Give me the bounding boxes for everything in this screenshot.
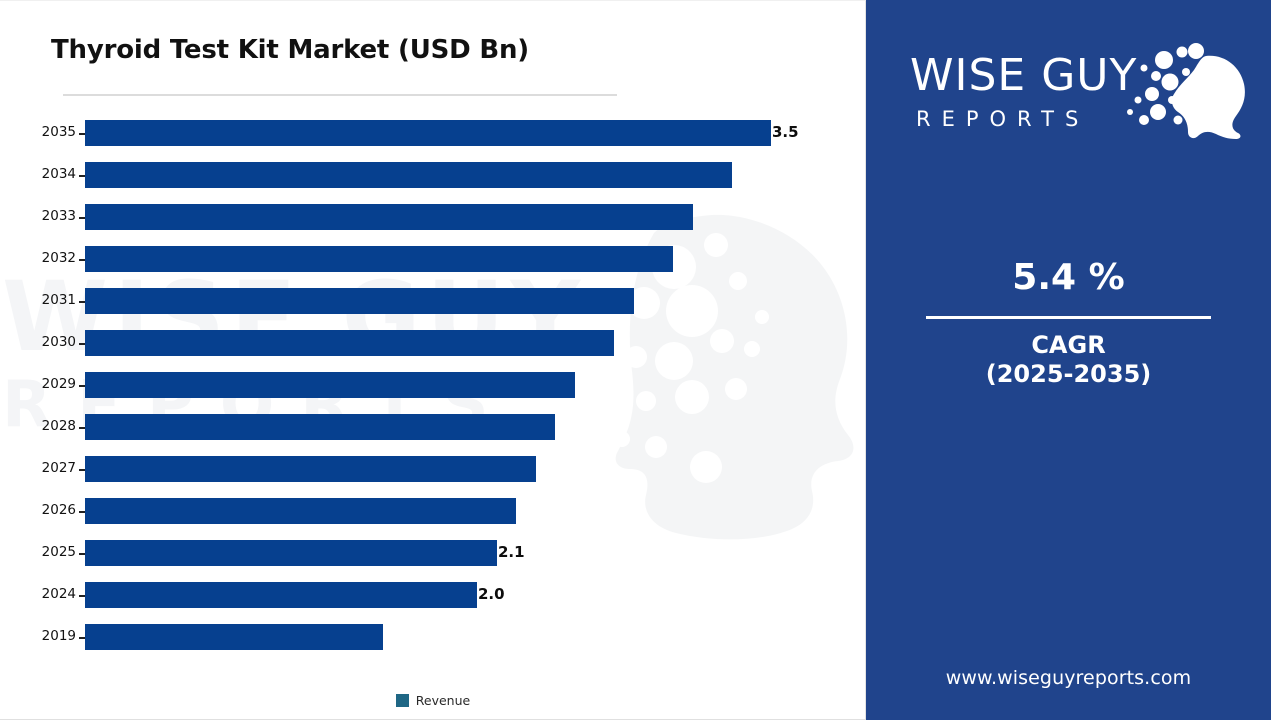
y-axis-tick-label: 2024 (41, 586, 76, 602)
chart-row: 2027 (0, 449, 865, 491)
chart-row: 2028 (0, 407, 865, 449)
bar-2032 (85, 246, 673, 272)
y-axis-tick-label: 2026 (41, 502, 76, 518)
chart-row: 2035 3.5 (0, 113, 865, 155)
y-axis-tick-mark (79, 595, 85, 597)
y-axis-tick-label: 2034 (41, 166, 76, 182)
chart-row: 2029 (0, 365, 865, 407)
bar-value-label-2025: 2.1 (498, 543, 525, 561)
y-axis-tick-mark (79, 637, 85, 639)
chart-row: 2026 (0, 491, 865, 533)
y-axis-tick-mark (79, 301, 85, 303)
y-axis-tick-mark (79, 175, 85, 177)
y-axis-tick-label: 2031 (41, 292, 76, 308)
y-axis-tick-label: 2019 (41, 628, 76, 644)
chart-row: 2033 (0, 197, 865, 239)
bar-2028 (85, 414, 555, 440)
y-axis-tick-label: 2030 (41, 334, 76, 350)
website-url: www.wiseguyreports.com (945, 667, 1192, 689)
bar-2035 (85, 120, 771, 146)
y-axis-tick-mark (79, 217, 85, 219)
cagr-label: CAGR (1031, 330, 1106, 359)
bar-2024 (85, 582, 477, 608)
bar-2034 (85, 162, 732, 188)
cagr-period: (2025-2035) (985, 359, 1152, 388)
y-axis-tick-mark (79, 385, 85, 387)
legend-swatch-revenue (395, 694, 409, 707)
bar-2027 (85, 456, 536, 482)
bar-value-label-2035: 3.5 (772, 123, 799, 141)
chart-legend: Revenue (0, 693, 865, 708)
y-axis-tick-label: 2025 (41, 544, 76, 560)
chart-row: 2030 (0, 323, 865, 365)
svg-text:WISE GUY: WISE GUY (910, 50, 1137, 101)
chart-row: 2025 2.1 (0, 533, 865, 575)
chart-row: 2019 (0, 617, 865, 659)
y-axis-tick-mark (79, 553, 85, 555)
chart-title: Thyroid Test Kit Market (USD Bn) (51, 35, 529, 65)
chart-row: 2024 2.0 (0, 575, 865, 617)
bar-2019 (85, 624, 383, 650)
y-axis-tick-label: 2028 (41, 418, 76, 434)
y-axis-tick-mark (79, 427, 85, 429)
bar-2031 (85, 288, 634, 314)
y-axis-tick-mark (79, 343, 85, 345)
chart-row: 2034 (0, 155, 865, 197)
y-axis-tick-mark (79, 511, 85, 513)
chart-row: 2031 (0, 281, 865, 323)
y-axis-tick-mark (79, 259, 85, 261)
bar-2033 (85, 204, 693, 230)
legend-label-revenue: Revenue (415, 693, 471, 708)
y-axis-tick-mark (79, 469, 85, 471)
bar-value-label-2024: 2.0 (478, 585, 505, 603)
wiseguyreports-logo: WISE GUY REPORTS (910, 43, 1245, 139)
cagr-value: 5.4 % (1012, 257, 1125, 298)
y-axis-tick-label: 2027 (41, 460, 76, 476)
bar-2029 (85, 372, 575, 398)
bar-2026 (85, 498, 516, 524)
y-axis-tick-label: 2029 (41, 376, 76, 392)
bar-2030 (85, 330, 614, 356)
y-axis-tick-label: 2033 (41, 208, 76, 224)
y-axis-tick-label: 2035 (41, 124, 76, 140)
title-divider (63, 94, 617, 96)
info-panel: WISE GUY REPORTS 5.4 % (866, 0, 1271, 720)
svg-text:REPORTS: REPORTS (916, 107, 1089, 131)
bar-chart-plot: 2035 3.5 2034 2033 2032 2031 2030 2029 2028 2027 2… (0, 113, 865, 653)
chart-row: 2032 (0, 239, 865, 281)
cagr-divider (926, 315, 1211, 319)
y-axis-tick-mark (79, 133, 85, 135)
chart-panel: WISE GUY REPORTS (0, 0, 866, 720)
bar-2025 (85, 540, 497, 566)
cagr-block: 5.4 % CAGR (2025-2035) (866, 258, 1271, 389)
y-axis-tick-label: 2032 (41, 250, 76, 266)
